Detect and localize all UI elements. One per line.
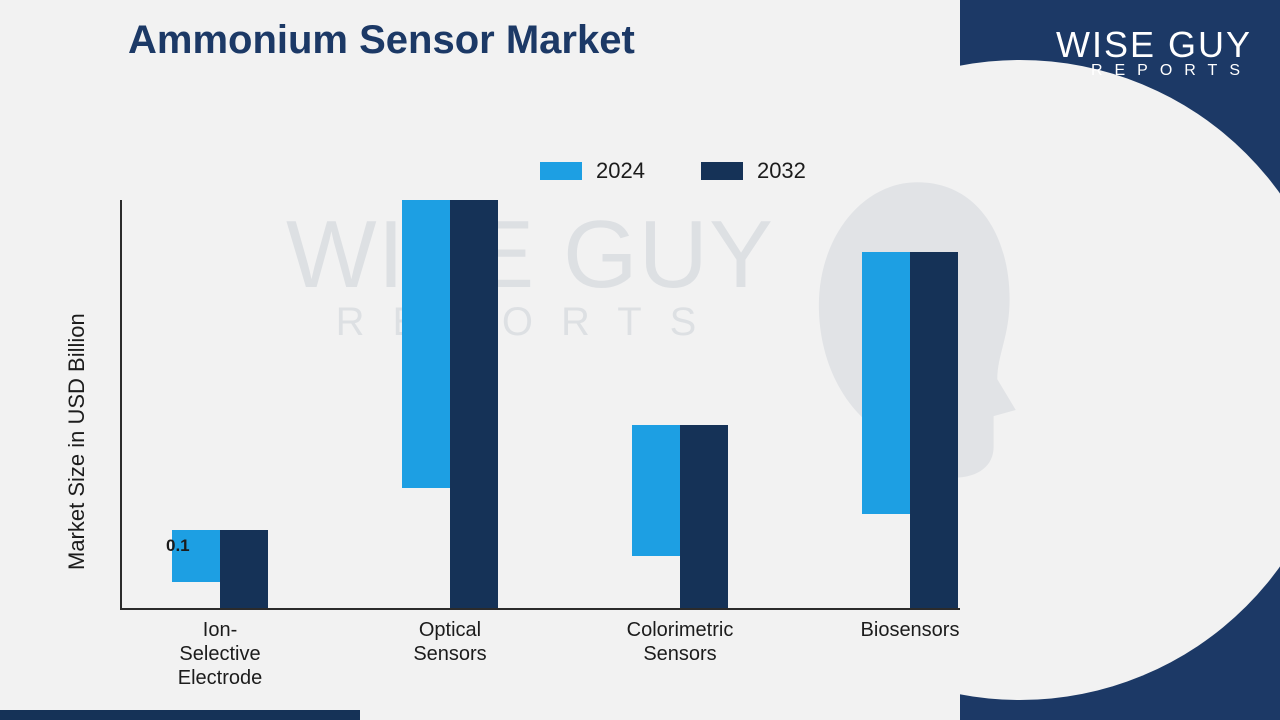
bar-2032 (910, 252, 958, 608)
legend-swatch-2032 (701, 162, 743, 180)
bar-2032 (450, 200, 498, 608)
legend-label-2024: 2024 (596, 158, 645, 184)
bar-group: Colorimetric Sensors (610, 425, 750, 608)
bottom-bar (0, 710, 360, 720)
brand-logo: WISE GUY REPORTS (1056, 24, 1252, 80)
legend-item-2024: 2024 (540, 158, 645, 184)
legend-swatch-2024 (540, 162, 582, 180)
legend: 2024 2032 (540, 158, 806, 184)
category-label: Biosensors (861, 618, 960, 642)
bar-2032 (220, 530, 268, 608)
category-label: Optical Sensors (413, 618, 486, 666)
x-axis (120, 608, 960, 610)
bar-2024 (402, 200, 450, 488)
y-axis-label: Market Size in USD Billion (64, 313, 90, 570)
y-axis (120, 200, 122, 610)
bar-2024 (862, 252, 910, 514)
legend-label-2032: 2032 (757, 158, 806, 184)
legend-item-2032: 2032 (701, 158, 806, 184)
bar-group: Optical Sensors (380, 200, 520, 608)
bar-group: Biosensors (840, 252, 980, 608)
bar-2032 (680, 425, 728, 608)
category-label: Ion-Selective Electrode (178, 618, 263, 690)
bar-value-label: 0.1 (166, 536, 190, 556)
chart-area: Ion-Selective Electrode0.1 Optical Sensor… (120, 200, 960, 610)
page-title: Ammonium Sensor Market (128, 18, 635, 63)
category-label: Colorimetric Sensors (627, 618, 734, 666)
bar-group: Ion-Selective Electrode0.1 (150, 530, 290, 608)
bar-2024 (632, 425, 680, 556)
brand-logo-main: WISE GUY (1056, 24, 1252, 66)
